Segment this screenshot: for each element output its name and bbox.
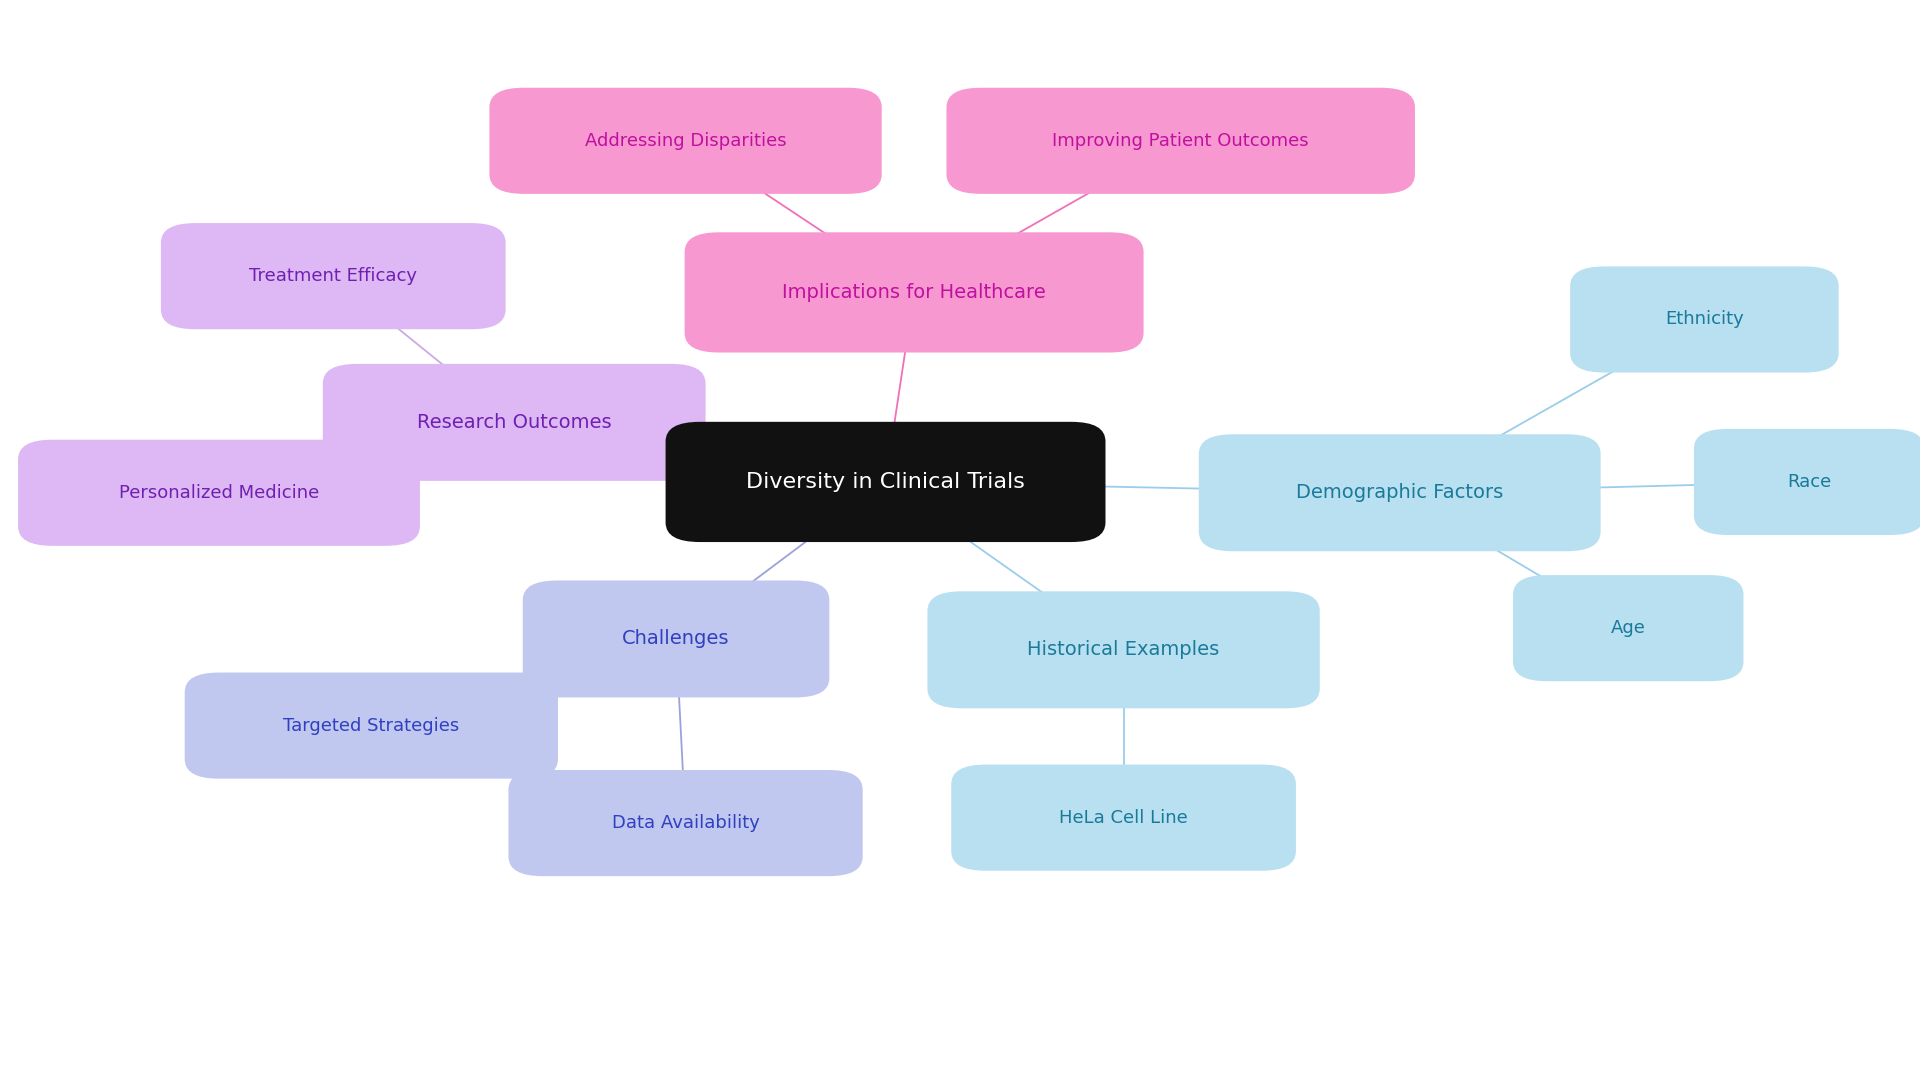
FancyBboxPatch shape <box>161 223 505 329</box>
Text: Race: Race <box>1788 473 1832 491</box>
Text: Treatment Efficacy: Treatment Efficacy <box>250 268 417 285</box>
FancyBboxPatch shape <box>950 765 1296 871</box>
Text: Research Outcomes: Research Outcomes <box>417 413 611 432</box>
Text: HeLa Cell Line: HeLa Cell Line <box>1060 809 1188 826</box>
Text: Addressing Disparities: Addressing Disparities <box>586 132 787 149</box>
Text: Implications for Healthcare: Implications for Healthcare <box>781 283 1046 302</box>
Text: Diversity in Clinical Trials: Diversity in Clinical Trials <box>747 472 1025 492</box>
Text: Improving Patient Outcomes: Improving Patient Outcomes <box>1052 132 1309 149</box>
Text: Demographic Factors: Demographic Factors <box>1296 483 1503 503</box>
FancyBboxPatch shape <box>184 673 559 779</box>
Text: Historical Examples: Historical Examples <box>1027 640 1219 660</box>
FancyBboxPatch shape <box>522 580 829 697</box>
FancyBboxPatch shape <box>1693 429 1920 535</box>
FancyBboxPatch shape <box>947 88 1415 194</box>
FancyBboxPatch shape <box>685 233 1144 353</box>
FancyBboxPatch shape <box>1571 266 1839 373</box>
FancyBboxPatch shape <box>17 440 420 546</box>
FancyBboxPatch shape <box>1513 575 1743 681</box>
Text: Targeted Strategies: Targeted Strategies <box>284 717 459 734</box>
Text: Data Availability: Data Availability <box>612 814 760 832</box>
Text: Personalized Medicine: Personalized Medicine <box>119 484 319 501</box>
FancyBboxPatch shape <box>1198 434 1601 551</box>
Text: Age: Age <box>1611 619 1645 637</box>
FancyBboxPatch shape <box>927 591 1319 708</box>
FancyBboxPatch shape <box>490 88 881 194</box>
FancyBboxPatch shape <box>666 422 1106 542</box>
Text: Ethnicity: Ethnicity <box>1665 311 1743 328</box>
FancyBboxPatch shape <box>323 364 705 481</box>
Text: Challenges: Challenges <box>622 629 730 649</box>
FancyBboxPatch shape <box>509 770 862 876</box>
